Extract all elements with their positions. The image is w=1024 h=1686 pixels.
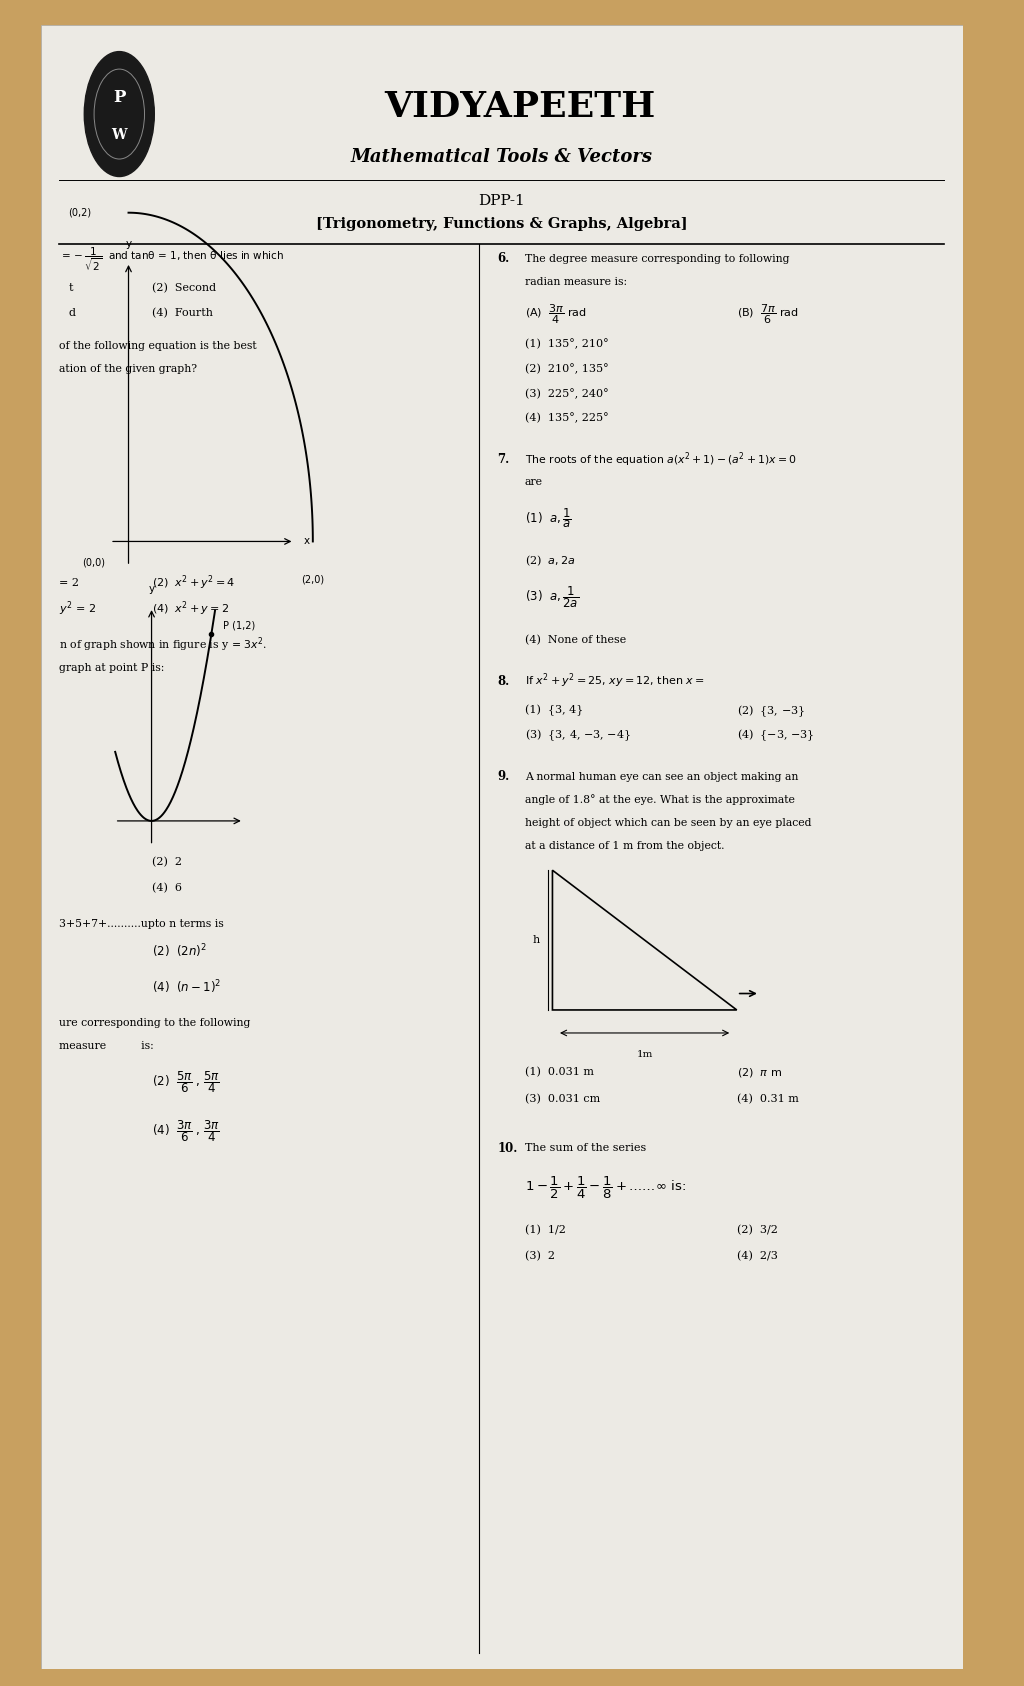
- Text: 1m: 1m: [637, 1050, 652, 1059]
- Text: $1-\dfrac{1}{2}+\dfrac{1}{4}-\dfrac{1}{8}+\ldots\ldots\infty$ is:: $1-\dfrac{1}{2}+\dfrac{1}{4}-\dfrac{1}{8…: [525, 1175, 686, 1200]
- Text: t: t: [69, 283, 73, 293]
- Text: (0,2): (0,2): [69, 207, 92, 217]
- Text: Mathematical Tools & Vectors: Mathematical Tools & Vectors: [351, 148, 652, 165]
- Text: (3)  {3, 4, $-$3, $-$4}: (3) {3, 4, $-$3, $-$4}: [525, 728, 631, 744]
- Text: (2)  $\pi$ m: (2) $\pi$ m: [737, 1066, 781, 1079]
- Text: (1)  $a, \dfrac{1}{a}$: (1) $a, \dfrac{1}{a}$: [525, 506, 571, 531]
- Text: n of graph shown in figure is y = $3x^2$.: n of graph shown in figure is y = $3x^2$…: [59, 636, 267, 654]
- Text: (4)  $\dfrac{3\pi}{6}$ , $\dfrac{3\pi}{4}$: (4) $\dfrac{3\pi}{6}$ , $\dfrac{3\pi}{4}…: [152, 1120, 219, 1145]
- Text: graph at point P is:: graph at point P is:: [59, 663, 165, 673]
- Text: (2)  $\dfrac{5\pi}{6}$ , $\dfrac{5\pi}{4}$: (2) $\dfrac{5\pi}{6}$ , $\dfrac{5\pi}{4}…: [152, 1069, 219, 1096]
- Text: d: d: [69, 309, 76, 319]
- Text: (2,0): (2,0): [301, 575, 325, 585]
- Text: 3+5+7+..........upto n terms is: 3+5+7+..........upto n terms is: [59, 919, 224, 929]
- Text: (2)  {3, $-$3}: (2) {3, $-$3}: [737, 703, 805, 718]
- Text: = 2: = 2: [59, 578, 80, 587]
- Text: measure          is:: measure is:: [59, 1042, 155, 1050]
- Text: 6.: 6.: [498, 253, 509, 265]
- FancyBboxPatch shape: [41, 25, 963, 1669]
- Text: (2)  210°, 135°: (2) 210°, 135°: [525, 364, 608, 374]
- Text: height of object which can be seen by an eye placed: height of object which can be seen by an…: [525, 818, 811, 828]
- Text: (4)  2/3: (4) 2/3: [737, 1251, 777, 1261]
- Text: (B)  $\dfrac{7\pi}{6}$ rad: (B) $\dfrac{7\pi}{6}$ rad: [737, 303, 799, 327]
- Text: x: x: [304, 536, 309, 546]
- Text: The degree measure corresponding to following: The degree measure corresponding to foll…: [525, 253, 790, 263]
- Text: (3)  0.031 cm: (3) 0.031 cm: [525, 1094, 600, 1104]
- Text: (1)  0.031 m: (1) 0.031 m: [525, 1067, 594, 1077]
- Text: (0,0): (0,0): [82, 558, 105, 568]
- Text: 9.: 9.: [498, 771, 509, 782]
- Text: ure corresponding to the following: ure corresponding to the following: [59, 1018, 251, 1028]
- Text: (4)  0.31 m: (4) 0.31 m: [737, 1094, 799, 1104]
- Text: (4)  135°, 225°: (4) 135°, 225°: [525, 413, 608, 423]
- Text: [Trigonometry, Functions & Graphs, Algebra]: [Trigonometry, Functions & Graphs, Algeb…: [316, 217, 687, 231]
- Text: 7.: 7.: [498, 454, 509, 465]
- Text: (2)  2: (2) 2: [152, 856, 181, 867]
- Text: W: W: [112, 128, 127, 142]
- Text: (2)  3/2: (2) 3/2: [737, 1226, 777, 1236]
- Text: (2)  $x^2+y^2 = 4$: (2) $x^2+y^2 = 4$: [152, 573, 234, 592]
- Text: A normal human eye can see an object making an: A normal human eye can see an object mak…: [525, 772, 798, 782]
- Text: (4)  $(n-1)^2$: (4) $(n-1)^2$: [152, 978, 221, 996]
- Circle shape: [84, 52, 155, 177]
- Text: (3)  2: (3) 2: [525, 1251, 555, 1261]
- Text: 8.: 8.: [498, 674, 509, 688]
- Text: radian measure is:: radian measure is:: [525, 277, 627, 287]
- Text: (4)  $x^2+y = 2$: (4) $x^2+y = 2$: [152, 600, 228, 619]
- Text: ation of the given graph?: ation of the given graph?: [59, 364, 198, 374]
- Text: P (1,2): P (1,2): [222, 620, 255, 631]
- Text: y: y: [148, 583, 155, 593]
- Text: at a distance of 1 m from the object.: at a distance of 1 m from the object.: [525, 841, 724, 850]
- Text: (2)  $a, 2a$: (2) $a, 2a$: [525, 555, 575, 568]
- Text: DPP-1: DPP-1: [478, 194, 525, 207]
- Text: (3)  $a, \dfrac{1}{2a}$: (3) $a, \dfrac{1}{2a}$: [525, 585, 579, 610]
- Text: VIDYAPEETH: VIDYAPEETH: [385, 91, 655, 125]
- Text: $= -\dfrac{1}{\sqrt{2}}$  and tanθ = 1, then θ lies in which: $= -\dfrac{1}{\sqrt{2}}$ and tanθ = 1, t…: [59, 244, 285, 273]
- Text: (2)  Second: (2) Second: [152, 283, 216, 293]
- Text: (2)  $(2n)^2$: (2) $(2n)^2$: [152, 942, 206, 959]
- Text: h: h: [532, 936, 540, 946]
- Text: angle of 1.8° at the eye. What is the approximate: angle of 1.8° at the eye. What is the ap…: [525, 794, 795, 804]
- Text: (1)  1/2: (1) 1/2: [525, 1226, 565, 1236]
- Text: are: are: [525, 477, 543, 487]
- Text: (4)  6: (4) 6: [152, 883, 181, 894]
- Text: The roots of the equation $a(x^2+1)-(a^2+1)x=0$: The roots of the equation $a(x^2+1)-(a^2…: [525, 450, 797, 469]
- Text: (A)  $\dfrac{3\pi}{4}$ rad: (A) $\dfrac{3\pi}{4}$ rad: [525, 303, 587, 327]
- Text: of the following equation is the best: of the following equation is the best: [59, 341, 257, 351]
- Text: (1)  {3, 4}: (1) {3, 4}: [525, 705, 584, 717]
- Text: The sum of the series: The sum of the series: [525, 1143, 646, 1153]
- Text: (1)  135°, 210°: (1) 135°, 210°: [525, 339, 608, 349]
- Text: 10.: 10.: [498, 1141, 517, 1155]
- Text: y: y: [126, 239, 131, 250]
- Text: (3)  225°, 240°: (3) 225°, 240°: [525, 388, 608, 400]
- Text: (4)  Fourth: (4) Fourth: [152, 309, 213, 319]
- Text: $y^2$ = 2: $y^2$ = 2: [59, 600, 96, 619]
- Text: P: P: [113, 89, 126, 106]
- Text: (4)  None of these: (4) None of these: [525, 636, 626, 646]
- Text: If $x^2+y^2=25$, $xy=12$, then $x=$: If $x^2+y^2=25$, $xy=12$, then $x=$: [525, 673, 705, 691]
- Text: (4)  {$-$3, $-$3}: (4) {$-$3, $-$3}: [737, 728, 814, 744]
